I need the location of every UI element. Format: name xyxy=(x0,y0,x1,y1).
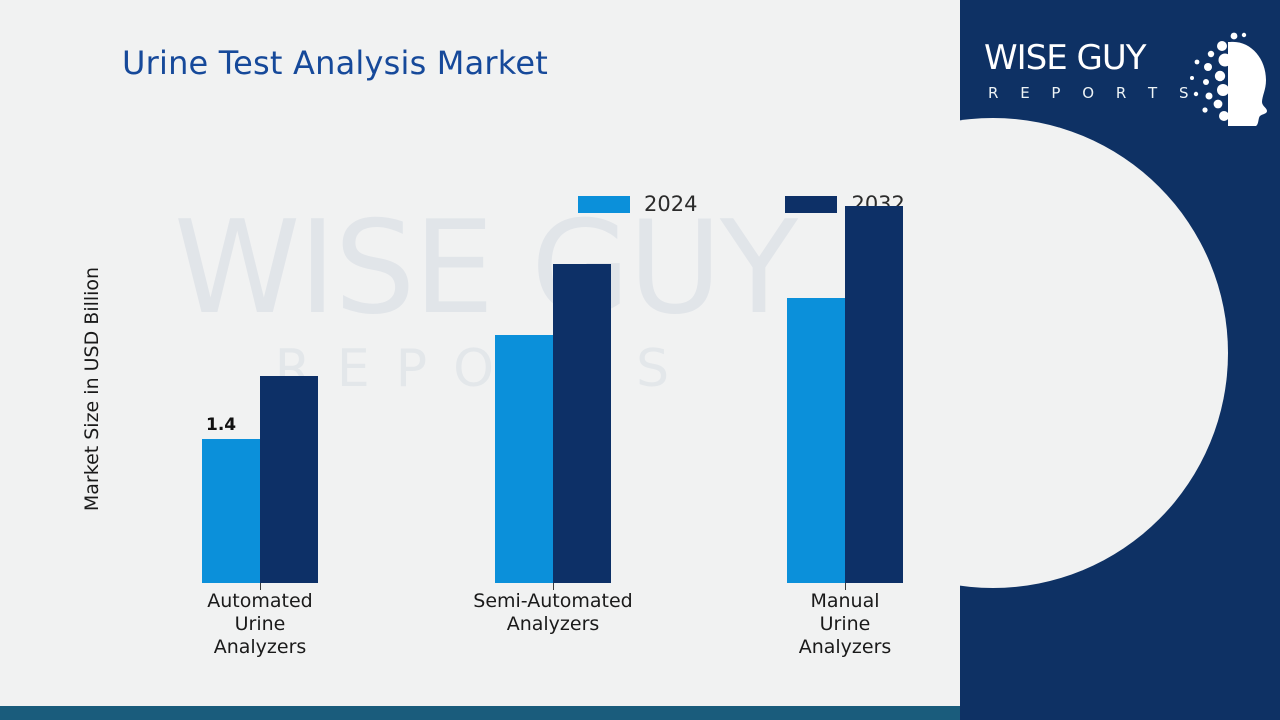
bar-group-manual-urine-analyzers xyxy=(787,150,903,583)
bar-2032-semi-automated[interactable] xyxy=(553,263,611,583)
logo-head-dots-icon xyxy=(1190,32,1267,126)
category-label-line: Analyzers xyxy=(213,636,307,658)
brand-logo-wordmark: WISE GUY xyxy=(984,38,1147,78)
chart-panel: WISE GUY REPORTS Urine Test Analysis Mar… xyxy=(81,44,930,658)
plot-area: 1.4 Automated Urine Analyzers Semi-Autom… xyxy=(100,150,930,658)
brand-logo: WISE GUY R E P O R T S xyxy=(982,32,1267,126)
bar-group-automated-urine-analyzers: 1.4 xyxy=(202,150,318,583)
molecule-dots-pattern-icon xyxy=(960,150,1120,550)
bar-2024-automated[interactable]: 1.4 xyxy=(202,415,260,583)
bottom-accent-bar xyxy=(0,706,960,720)
category-label-line: Automated xyxy=(207,590,313,612)
category-label-semi-automated-analyzers: Semi-Automated Analyzers xyxy=(433,590,673,636)
category-label-line: Analyzers xyxy=(798,636,892,658)
bar-2032-automated[interactable] xyxy=(260,376,318,583)
chart-title: Urine Test Analysis Market xyxy=(122,44,549,82)
axis-tick-1 xyxy=(260,583,261,590)
category-label-line: Analyzers xyxy=(506,613,600,635)
legend-label-2024: 2024 xyxy=(644,192,698,216)
bar-value-label-automated-2024: 1.4 xyxy=(206,414,237,435)
bar-2024-manual[interactable] xyxy=(787,298,845,583)
brand-logo-subtitle: R E P O R T S xyxy=(988,84,1197,102)
axis-tick-3 xyxy=(845,583,846,590)
legend-swatch-2032 xyxy=(785,196,838,213)
category-label-automated-urine-analyzers: Automated Urine Analyzers xyxy=(140,590,380,659)
legend-item-2024[interactable]: 2024 xyxy=(578,194,697,215)
category-label-line: Semi-Automated xyxy=(473,590,633,612)
category-label-manual-urine-analyzers: Manual Urine Analyzers xyxy=(725,590,960,659)
legend-swatch-2024 xyxy=(578,196,630,213)
axis-tick-2 xyxy=(553,583,554,590)
category-label-line: Urine xyxy=(819,613,871,635)
category-label-line: Manual xyxy=(810,590,880,612)
brand-panel: WISE GUY R E P O R T S xyxy=(960,0,1280,720)
bar-2024-semi-automated[interactable] xyxy=(495,335,553,583)
bar-2032-manual[interactable] xyxy=(845,205,903,583)
category-label-line: Urine xyxy=(234,613,286,635)
bar-group-semi-automated-analyzers xyxy=(495,150,611,583)
